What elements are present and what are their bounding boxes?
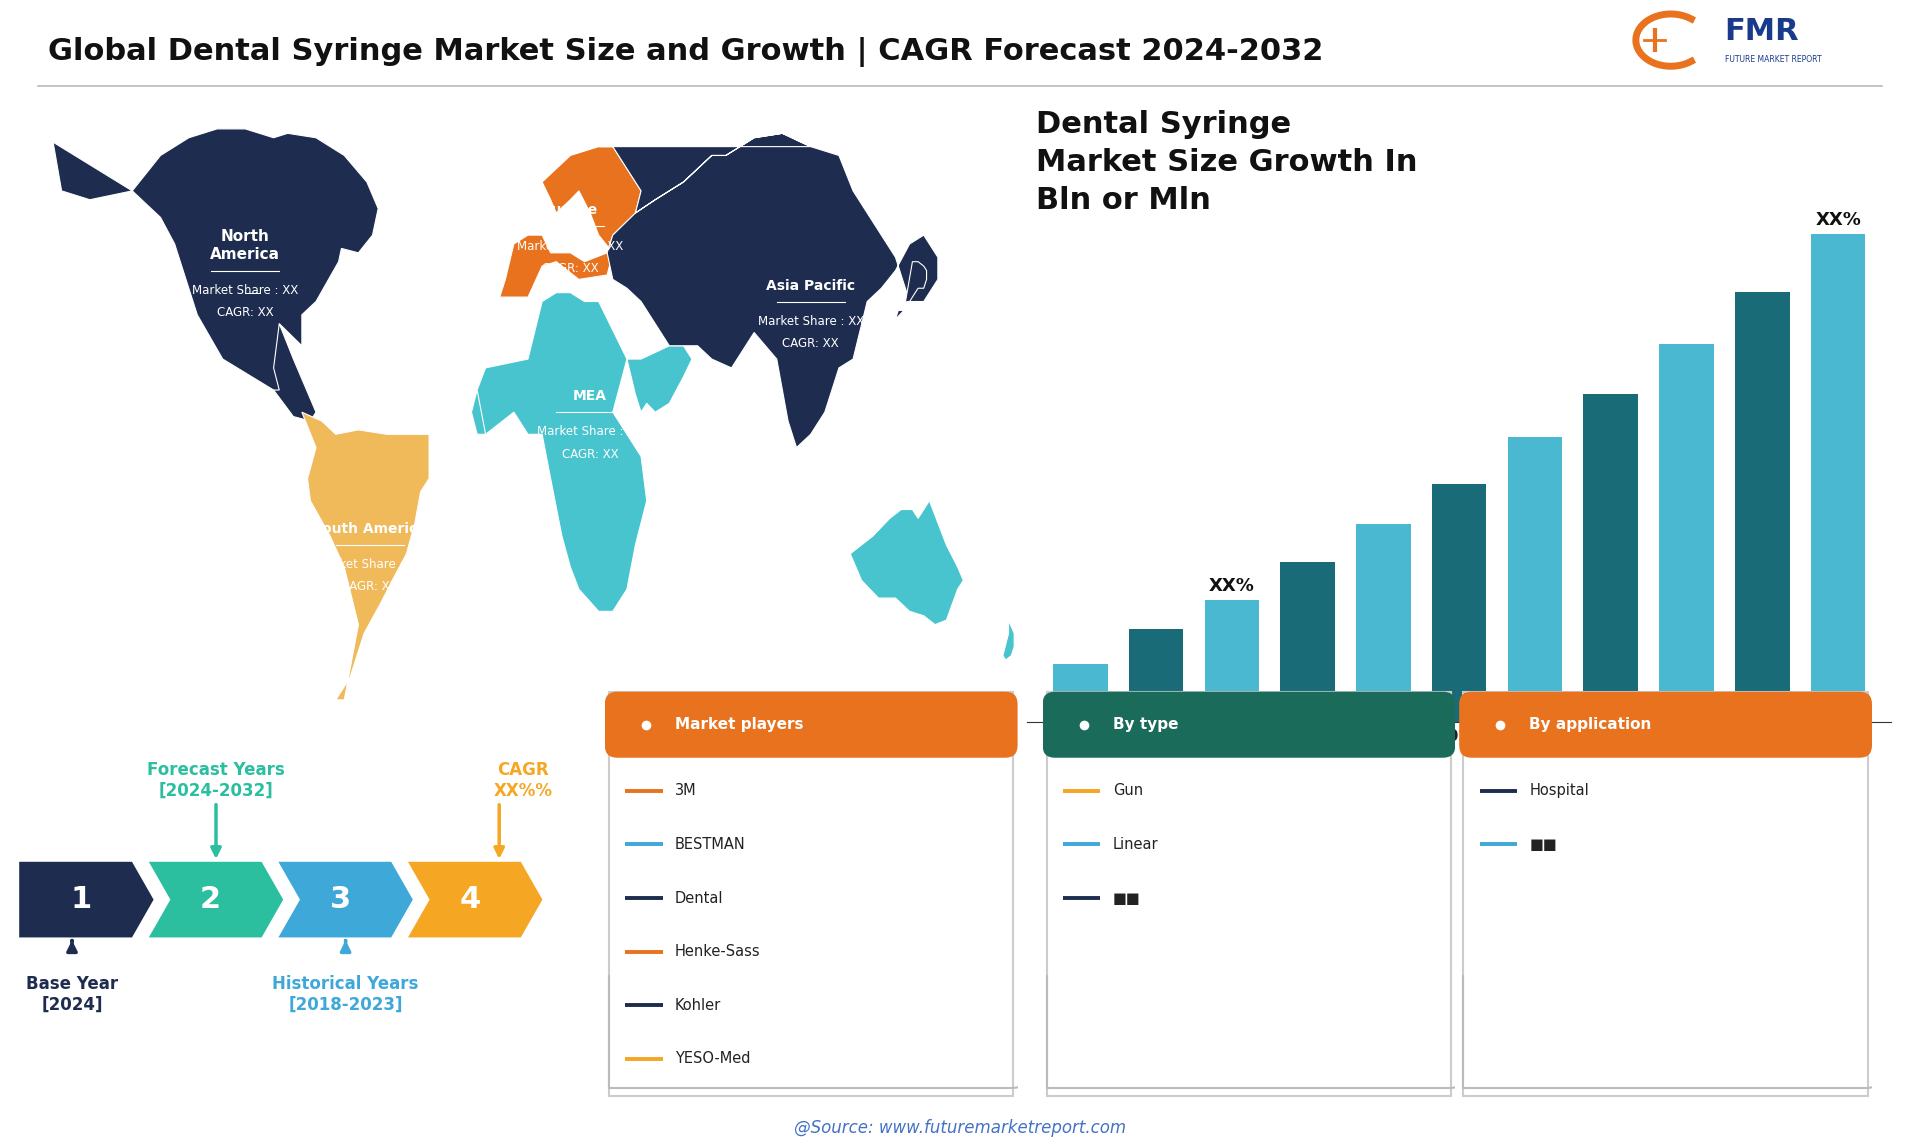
- Text: FUTURE MARKET REPORT: FUTURE MARKET REPORT: [1724, 55, 1822, 64]
- Text: Market Share : XX: Market Share : XX: [317, 558, 422, 571]
- Polygon shape: [278, 862, 413, 937]
- Text: North
America: North America: [211, 229, 280, 261]
- Text: XX%: XX%: [1210, 578, 1256, 595]
- Bar: [1507, 438, 1563, 722]
- Text: CAGR: XX: CAGR: XX: [217, 306, 275, 319]
- Polygon shape: [499, 147, 641, 297]
- Polygon shape: [19, 862, 154, 937]
- Text: Market players: Market players: [676, 717, 803, 732]
- Bar: [1356, 525, 1411, 722]
- Text: Europe: Europe: [543, 204, 597, 218]
- Text: @Source: www.futuremarketreport.com: @Source: www.futuremarketreport.com: [795, 1118, 1125, 1137]
- Bar: [1281, 563, 1334, 722]
- Polygon shape: [150, 862, 284, 937]
- Bar: [1129, 629, 1183, 722]
- Polygon shape: [895, 261, 927, 320]
- Text: CAGR: XX: CAGR: XX: [541, 261, 599, 275]
- Polygon shape: [851, 501, 964, 625]
- Text: CAGR: XX: CAGR: XX: [342, 580, 397, 594]
- Text: 3: 3: [330, 885, 351, 915]
- Text: Asia Pacific: Asia Pacific: [766, 278, 854, 292]
- Text: Forecast Years
[2024-2032]: Forecast Years [2024-2032]: [148, 761, 284, 800]
- Bar: [1204, 601, 1260, 722]
- Bar: [1432, 484, 1486, 722]
- Polygon shape: [54, 128, 378, 421]
- FancyBboxPatch shape: [1043, 692, 1455, 758]
- Text: Market Share : XX: Market Share : XX: [758, 315, 864, 328]
- Polygon shape: [478, 292, 647, 611]
- Bar: [1811, 234, 1866, 722]
- Text: Henke-Sass: Henke-Sass: [676, 944, 760, 959]
- Polygon shape: [472, 346, 691, 434]
- Text: CAGR: XX: CAGR: XX: [563, 448, 618, 461]
- Text: Historical Years
[2018-2023]: Historical Years [2018-2023]: [273, 975, 419, 1014]
- Bar: [1659, 345, 1715, 722]
- Text: YESO-Med: YESO-Med: [676, 1051, 751, 1067]
- Text: Base Year
[2024]: Base Year [2024]: [27, 975, 117, 1014]
- Polygon shape: [407, 862, 541, 937]
- Text: 4: 4: [459, 885, 480, 915]
- Text: BESTMAN: BESTMAN: [676, 837, 745, 851]
- Text: XX%: XX%: [1814, 211, 1860, 229]
- Polygon shape: [275, 323, 317, 421]
- Text: CAGR: XX: CAGR: XX: [781, 337, 839, 350]
- Text: Market Share : XX: Market Share : XX: [538, 425, 643, 439]
- Polygon shape: [599, 133, 937, 448]
- Bar: [1052, 664, 1108, 722]
- Text: Dental Syringe
Market Size Growth In
Bln or Mln: Dental Syringe Market Size Growth In Bln…: [1037, 110, 1417, 215]
- FancyBboxPatch shape: [605, 692, 1018, 758]
- Text: Linear: Linear: [1114, 837, 1158, 851]
- Text: Kohler: Kohler: [676, 998, 722, 1013]
- Text: South America: South America: [313, 523, 426, 536]
- Text: 2: 2: [200, 885, 221, 915]
- Text: FMR: FMR: [1724, 17, 1799, 46]
- Bar: [1736, 292, 1789, 722]
- Polygon shape: [1002, 620, 1014, 660]
- FancyBboxPatch shape: [1459, 692, 1872, 758]
- Text: Hospital: Hospital: [1530, 783, 1590, 799]
- Text: Dental: Dental: [676, 890, 724, 905]
- Text: 3M: 3M: [676, 783, 697, 799]
- Bar: [1584, 394, 1638, 722]
- Text: Market Share : XX: Market Share : XX: [192, 284, 298, 297]
- Text: Gun: Gun: [1114, 783, 1142, 799]
- Text: MEA: MEA: [574, 390, 607, 403]
- Text: By application: By application: [1530, 717, 1651, 732]
- Text: ■■: ■■: [1114, 890, 1140, 905]
- Text: Market Share : XX: Market Share : XX: [516, 240, 624, 252]
- Polygon shape: [301, 413, 428, 700]
- Text: CAGR
XX%%: CAGR XX%%: [493, 761, 553, 800]
- Text: 1: 1: [71, 885, 92, 915]
- Text: By type: By type: [1114, 717, 1179, 732]
- Text: Global Dental Syringe Market Size and Growth | CAGR Forecast 2024-2032: Global Dental Syringe Market Size and Gr…: [48, 37, 1323, 66]
- Text: ■■: ■■: [1530, 837, 1557, 851]
